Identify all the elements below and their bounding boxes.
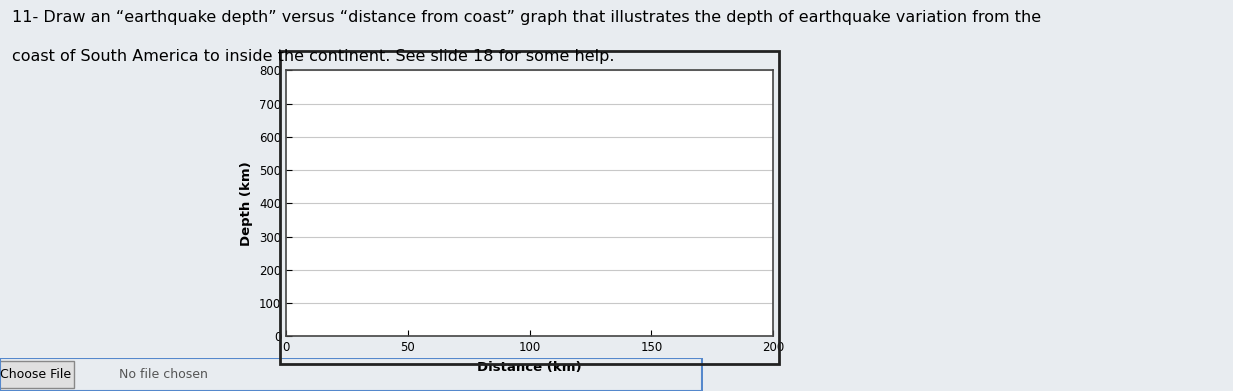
Text: coast of South America to inside the continent. See slide 18 for some help.: coast of South America to inside the con… — [12, 49, 615, 64]
Text: 11- Draw an “earthquake depth” versus “distance from coast” graph that illustrat: 11- Draw an “earthquake depth” versus “d… — [12, 10, 1042, 25]
Y-axis label: Depth (km): Depth (km) — [240, 161, 254, 246]
X-axis label: Distance (km): Distance (km) — [477, 361, 582, 374]
FancyBboxPatch shape — [0, 361, 74, 388]
Text: No file chosen: No file chosen — [120, 368, 208, 381]
Text: Choose File: Choose File — [0, 368, 70, 381]
